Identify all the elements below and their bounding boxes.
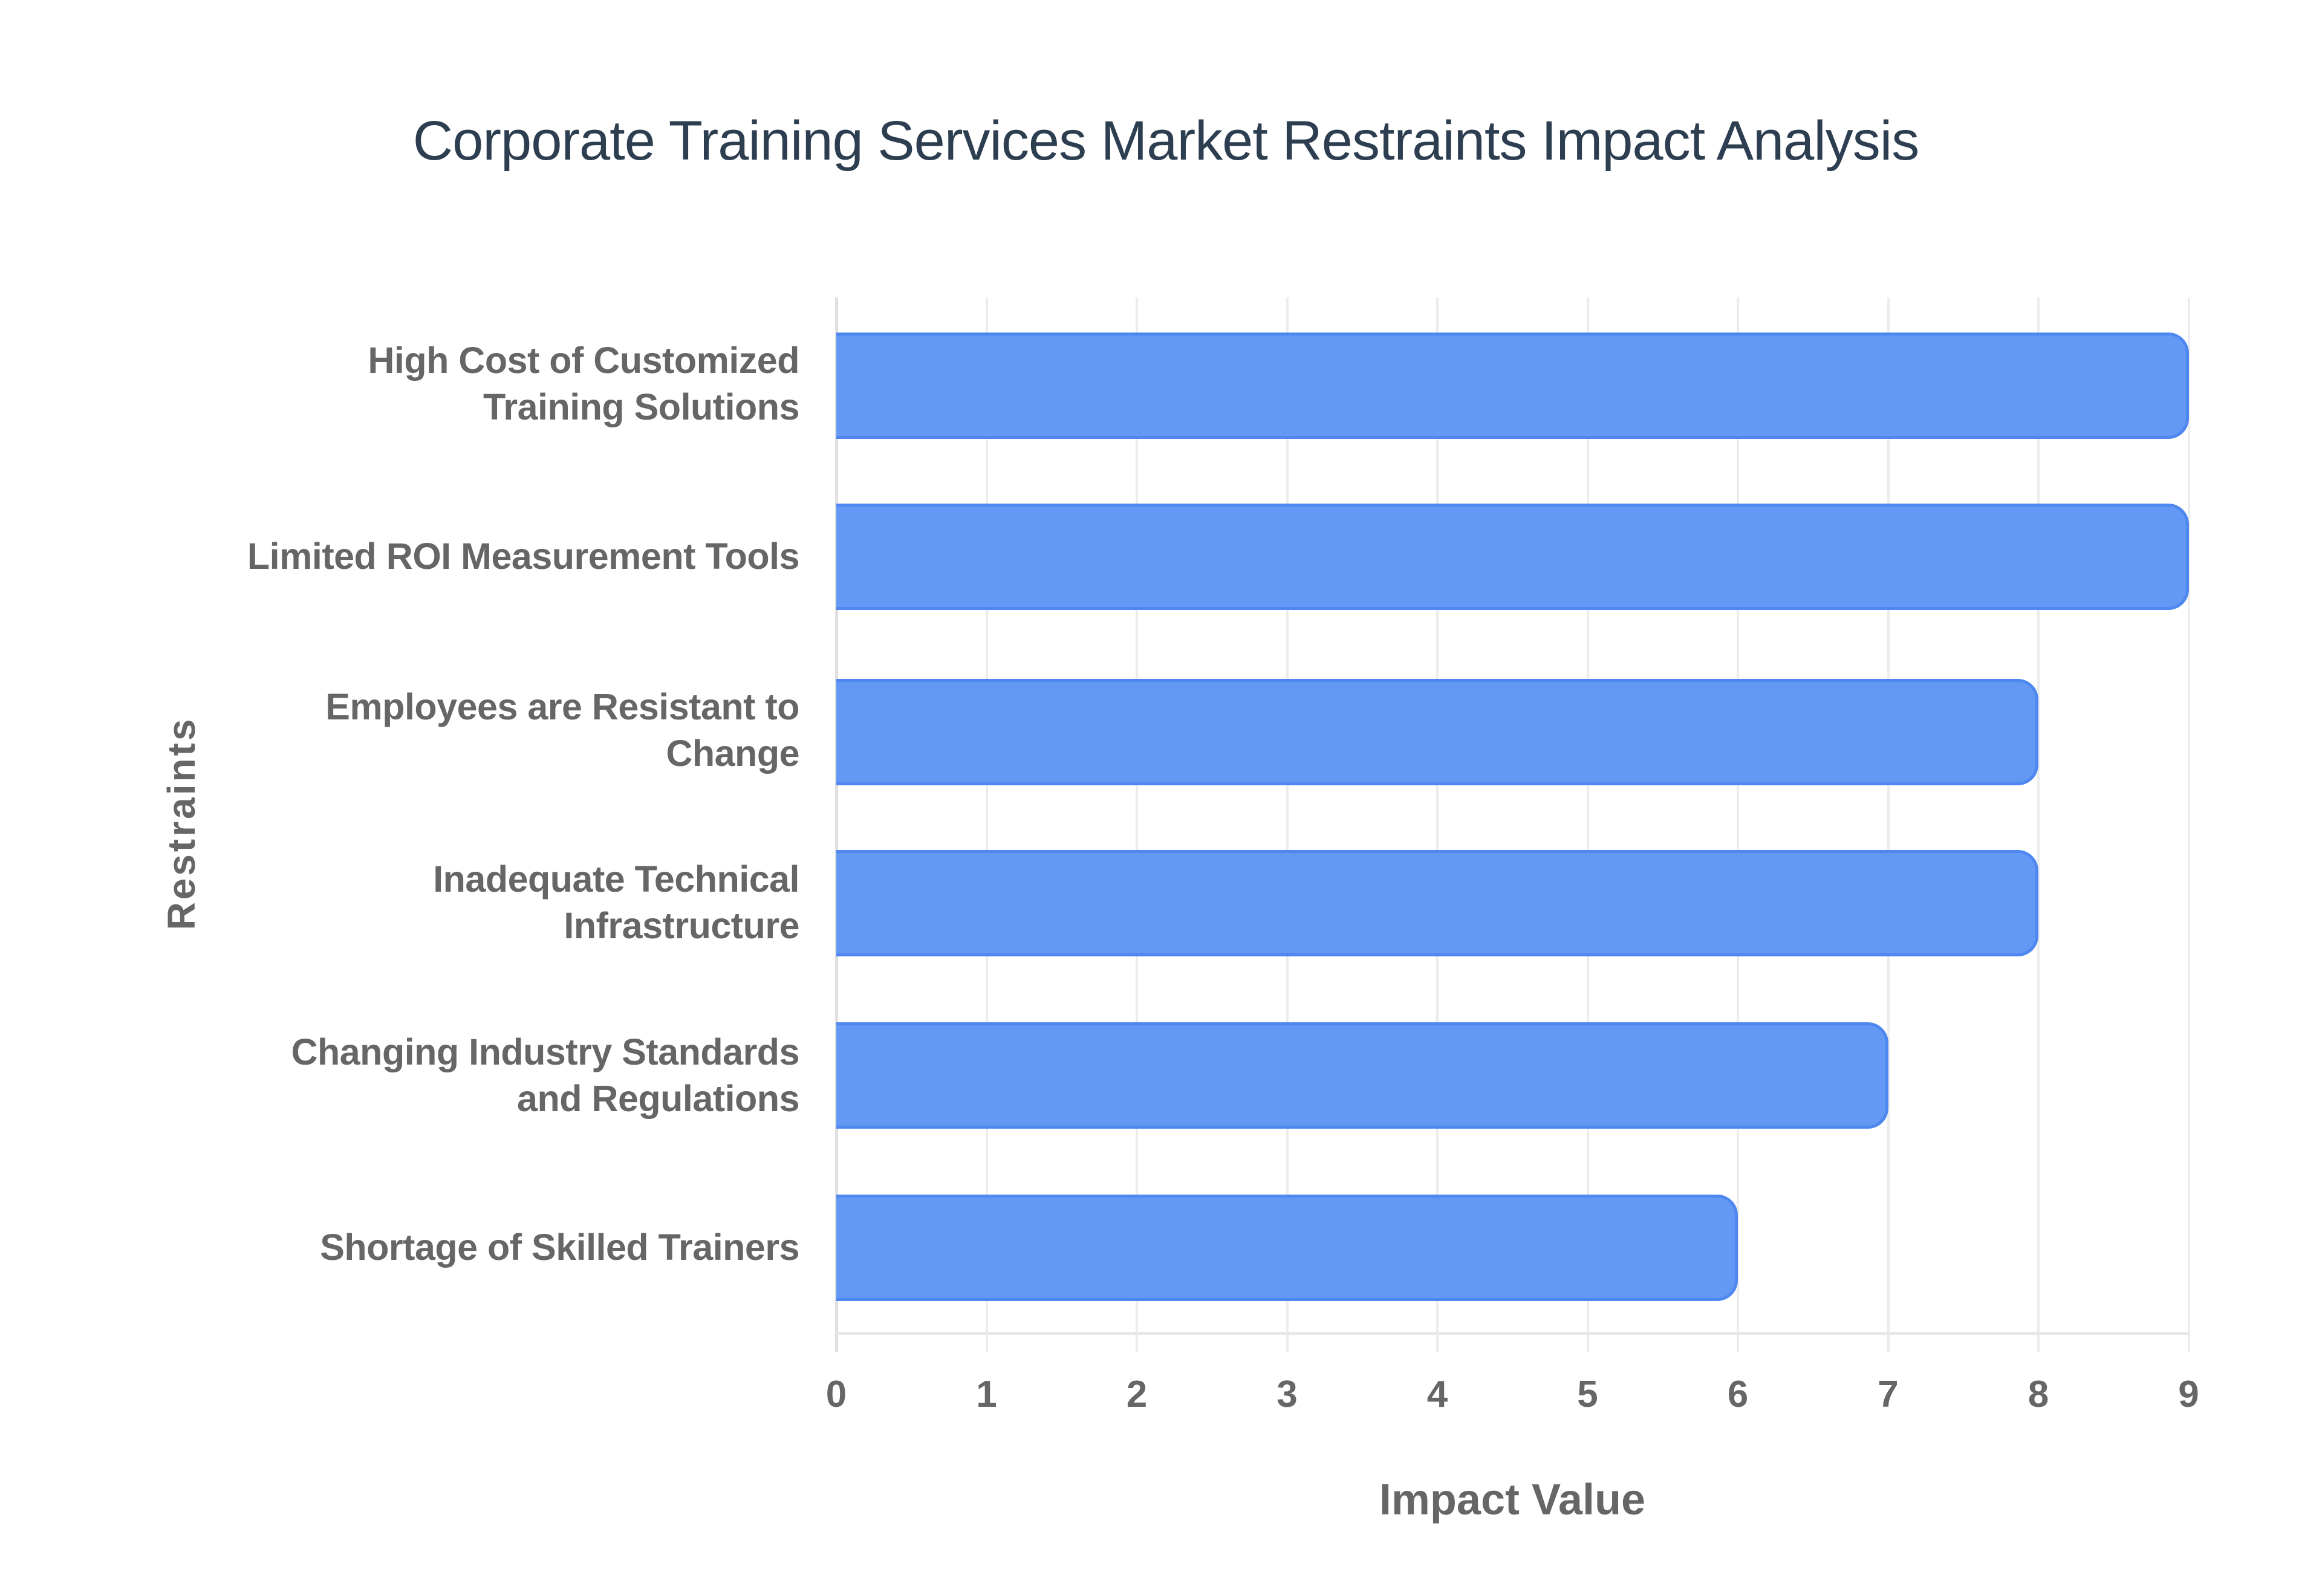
gridline: [1436, 297, 1439, 1352]
x-tick-label: 8: [2028, 1374, 2049, 1415]
category-label: Inadequate Technical Infrastructure: [134, 856, 799, 949]
category-label: Limited ROI Measurement Tools: [134, 533, 800, 580]
bar-shortage-skilled-trainers[interactable]: [836, 1195, 1738, 1301]
category-label-line: High Cost of Customized: [368, 340, 799, 381]
category-label: Shortage of Skilled Trainers: [134, 1224, 799, 1271]
category-label-line: Limited ROI Measurement Tools: [247, 536, 800, 577]
x-axis-line: [836, 1332, 2189, 1335]
gridline: [1737, 297, 1739, 1352]
bar-changing-industry-standards[interactable]: [836, 1022, 1888, 1129]
category-label: Employees are Resistant to Change: [134, 684, 799, 777]
category-label: Changing Industry Standards and Regulati…: [134, 1029, 799, 1122]
y-axis-line: [835, 297, 838, 1352]
x-tick-label: 9: [2178, 1374, 2199, 1415]
gridline: [1586, 297, 1589, 1352]
bar-high-cost-customized-training[interactable]: [836, 332, 2189, 439]
x-tick-label: 2: [1126, 1374, 1148, 1415]
gridline: [1887, 297, 1890, 1352]
x-tick-label: 1: [976, 1374, 997, 1415]
category-label-line: Training Solutions: [483, 386, 800, 427]
x-tick-label: 4: [1426, 1374, 1448, 1415]
plot-area: [835, 297, 2190, 1352]
category-label: High Cost of Customized Training Solutio…: [134, 337, 799, 430]
bar-inadequate-technical-infrastructure[interactable]: [836, 850, 2038, 956]
gridline: [2037, 297, 2040, 1352]
category-label-line: Infrastructure: [564, 905, 799, 946]
gridline: [2187, 297, 2190, 1352]
category-label-line: Change: [666, 733, 799, 774]
x-tick-label: 7: [1878, 1374, 1899, 1415]
x-tick-label: 0: [825, 1374, 847, 1415]
gridline: [985, 297, 988, 1352]
gridline: [1286, 297, 1289, 1352]
x-tick-label: 6: [1727, 1374, 1749, 1415]
category-label-line: Shortage of Skilled Trainers: [320, 1227, 799, 1268]
bar-limited-roi-measurement-tools[interactable]: [836, 504, 2189, 610]
category-label-line: and Regulations: [517, 1078, 799, 1119]
x-axis-title: Impact Value: [1379, 1476, 1646, 1524]
x-tick-label: 3: [1276, 1374, 1298, 1415]
chart-title: Corporate Training Services Market Restr…: [412, 110, 1919, 172]
bar-employees-resistant-to-change[interactable]: [836, 679, 2038, 785]
category-label-line: Changing Industry Standards: [291, 1031, 799, 1072]
x-tick-label: 5: [1577, 1374, 1598, 1415]
category-label-line: Inadequate Technical: [433, 858, 799, 900]
gridline: [1136, 297, 1138, 1352]
category-label-line: Employees are Resistant to: [325, 686, 799, 727]
